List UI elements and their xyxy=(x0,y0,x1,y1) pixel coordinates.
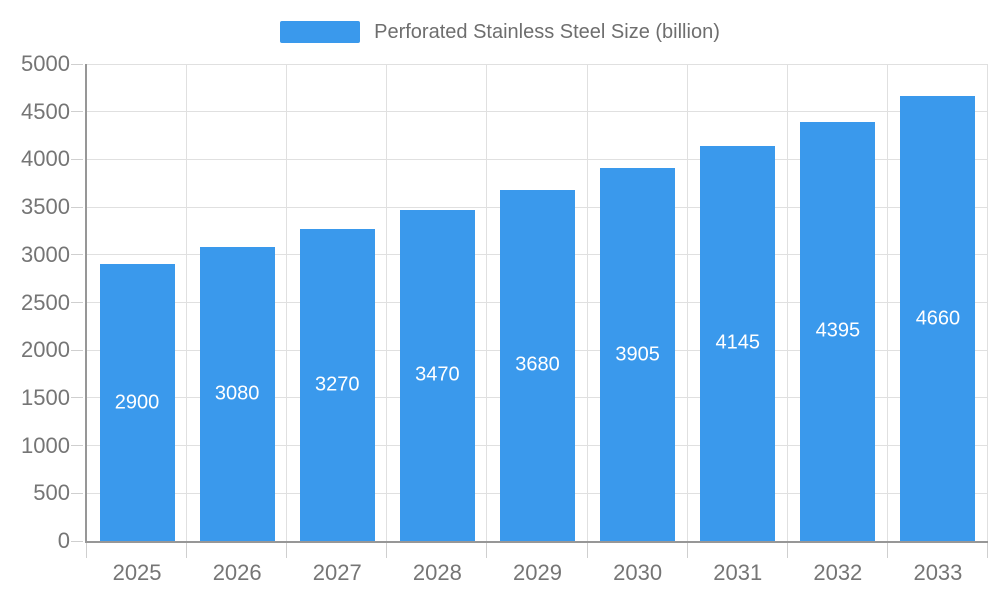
x-axis-tick xyxy=(786,543,788,558)
gridline-vertical xyxy=(486,64,488,541)
gridline-vertical xyxy=(186,64,188,541)
y-axis-tick xyxy=(71,349,83,351)
bar-value-label: 3270 xyxy=(315,373,360,396)
bar-value-label: 3680 xyxy=(515,353,560,376)
y-axis-tick xyxy=(71,254,83,256)
y-axis-tick-label: 3500 xyxy=(21,194,70,220)
y-axis-tick xyxy=(71,492,83,494)
x-axis-tick-label: 2032 xyxy=(813,560,863,585)
x-axis-line xyxy=(85,541,988,543)
gridline-horizontal xyxy=(87,111,988,113)
y-axis-tick xyxy=(71,397,83,399)
gridline-vertical xyxy=(786,64,788,541)
bar[interactable]: 3905 xyxy=(600,168,676,541)
bar[interactable]: 4395 xyxy=(800,121,876,541)
y-axis-tick-label: 2500 xyxy=(21,289,70,315)
legend-label[interactable]: Perforated Stainless Steel Size (billion… xyxy=(374,20,720,43)
bar[interactable]: 3270 xyxy=(299,229,375,541)
y-axis-tick xyxy=(71,540,83,542)
gridline-horizontal xyxy=(87,158,988,160)
x-axis-tick xyxy=(686,543,688,558)
y-axis-tick xyxy=(71,111,83,113)
bar-value-label: 4395 xyxy=(815,319,861,342)
x-axis-tick-label: 2025 xyxy=(112,560,162,585)
y-axis-line xyxy=(85,64,87,543)
y-axis-tick-label: 1000 xyxy=(21,432,70,458)
bar[interactable]: 3470 xyxy=(399,209,475,541)
y-axis-tick-label: 3000 xyxy=(21,241,70,267)
x-axis-labels: 2025 2026 2027 2028 2029 2030 2031 2032 2033 xyxy=(87,558,988,588)
gridline-vertical xyxy=(686,64,688,541)
bar-value-label: 3470 xyxy=(415,363,460,386)
gridline-horizontal xyxy=(87,63,988,65)
x-axis-tick-label: 2031 xyxy=(713,560,763,585)
bar[interactable]: 3680 xyxy=(500,189,575,541)
y-axis-tick xyxy=(71,206,83,208)
bar[interactable]: 3080 xyxy=(199,247,275,541)
y-axis-tick-label: 0 xyxy=(57,528,70,553)
bar[interactable]: 2900 xyxy=(99,264,175,541)
bar-value-label: 2900 xyxy=(114,391,160,414)
bar-value-label: 3905 xyxy=(615,343,660,366)
x-axis-tick-label: 2027 xyxy=(312,560,362,585)
y-axis-tick-label: 4500 xyxy=(21,98,70,124)
x-axis-tick-label: 2026 xyxy=(212,560,262,585)
plot-area: 2900 3080 3270 3470 3680 3905 4145 4395 4660 xyxy=(71,63,988,558)
x-axis-tick xyxy=(586,543,588,558)
y-axis-tick xyxy=(71,302,83,303)
bar-value-label: 3080 xyxy=(214,382,260,405)
y-axis-tick xyxy=(71,445,83,447)
x-axis-tick-label: 2030 xyxy=(613,560,663,585)
bar-value-label: 4660 xyxy=(915,307,961,330)
legend-item[interactable]: Perforated Stainless Steel Size (billion… xyxy=(0,21,1000,43)
gridline-vertical xyxy=(386,64,388,541)
bar-value-label: 4145 xyxy=(715,331,760,354)
y-axis-labels: 0 500 1000 1500 2000 2500 3000 3500 4000 4500 5000 xyxy=(0,52,70,553)
y-axis-tick-label: 5000 xyxy=(21,51,70,76)
bar[interactable]: 4145 xyxy=(700,145,776,541)
legend-swatch-icon[interactable] xyxy=(280,21,361,43)
x-axis-tick-label: 2029 xyxy=(513,560,562,585)
y-axis-tick-label: 500 xyxy=(33,480,70,506)
gridline-vertical xyxy=(586,64,588,541)
y-axis-tick-label: 1500 xyxy=(21,384,70,410)
x-axis-tick xyxy=(987,543,988,558)
gridline-vertical xyxy=(987,64,988,541)
y-axis-tick xyxy=(71,158,83,160)
x-axis-tick xyxy=(86,543,87,558)
gridline-vertical xyxy=(286,64,288,541)
gridline-vertical xyxy=(886,64,888,541)
y-axis-tick-label: 4000 xyxy=(21,146,70,172)
bar[interactable]: 4660 xyxy=(900,96,976,541)
y-axis-tick-label: 2000 xyxy=(21,337,70,363)
x-axis-tick xyxy=(386,543,388,558)
x-axis-tick xyxy=(286,543,288,558)
x-axis-tick xyxy=(886,543,888,558)
x-axis-tick xyxy=(486,543,488,558)
y-axis-tick xyxy=(71,63,83,65)
x-axis-tick xyxy=(186,543,188,558)
x-axis-tick-label: 2028 xyxy=(412,560,462,585)
x-axis-tick-label: 2033 xyxy=(913,560,963,585)
